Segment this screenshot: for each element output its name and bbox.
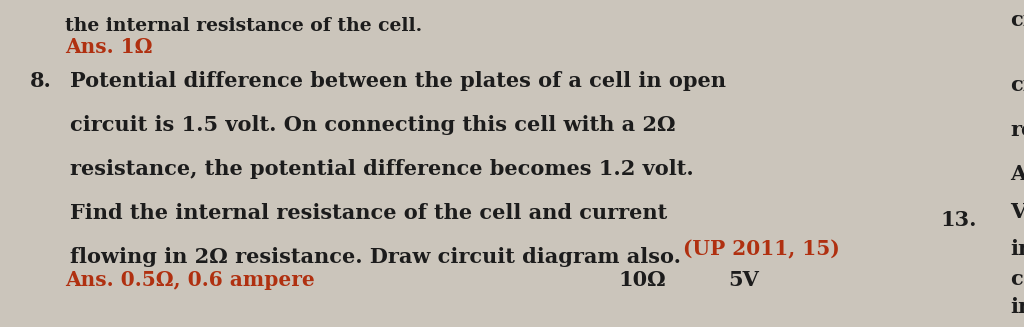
Text: 13.: 13. [940,210,977,230]
Text: A: A [1010,164,1024,184]
Text: re: re [1010,120,1024,140]
Text: Find the internal resistance of the cell and current: Find the internal resistance of the cell… [70,203,668,223]
Text: the internal resistance of the cell.: the internal resistance of the cell. [65,17,422,35]
Text: Potential difference between the plates of a cell in open: Potential difference between the plates … [70,71,726,91]
Text: flowing in 2Ω resistance. Draw circuit diagram also.: flowing in 2Ω resistance. Draw circuit d… [70,247,681,267]
Text: Ans. 1Ω: Ans. 1Ω [65,37,153,57]
Text: resistance, the potential difference becomes 1.2 volt.: resistance, the potential difference bec… [70,159,693,179]
Text: ci: ci [1010,75,1024,95]
Text: c: c [1010,269,1023,289]
Text: Ans. 0.5Ω, 0.6 ampere: Ans. 0.5Ω, 0.6 ampere [65,270,314,290]
Text: 10Ω: 10Ω [618,270,666,290]
Text: V: V [1010,202,1024,222]
Text: in: in [1010,297,1024,317]
Text: in: in [1010,239,1024,259]
Text: 5V: 5V [728,270,759,290]
Text: 8.: 8. [30,71,52,91]
Text: circuit is 1.5 volt. On connecting this cell with a 2Ω: circuit is 1.5 volt. On connecting this … [70,115,676,135]
Text: n: n [1010,322,1024,327]
Text: (UP 2011, 15): (UP 2011, 15) [683,239,840,259]
Text: ci: ci [1010,10,1024,30]
